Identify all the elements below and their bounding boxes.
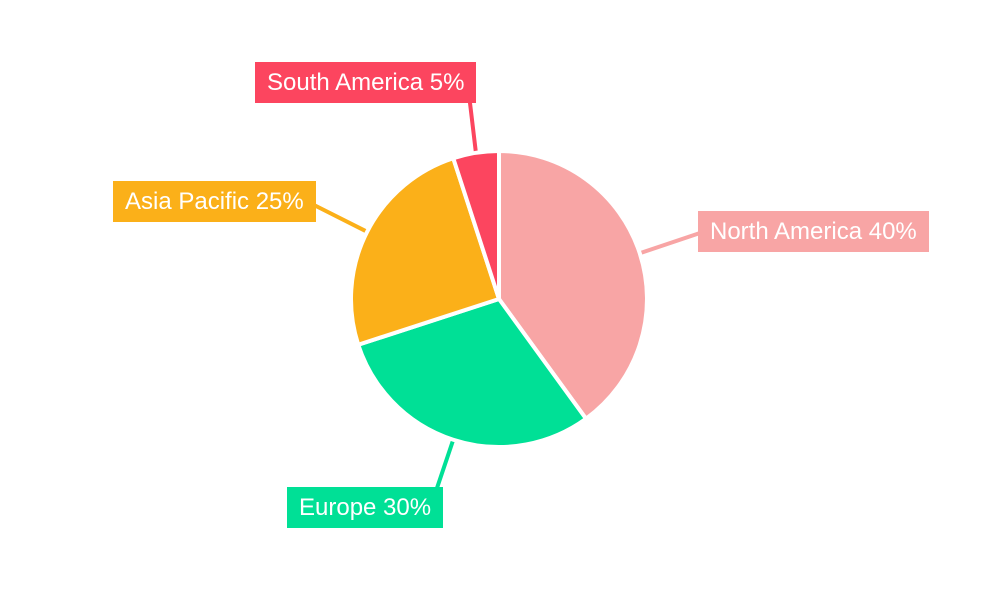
pie-slice-north-america[interactable] (497, 149, 649, 421)
label-line-asia-pacific (310, 202, 371, 235)
label-line-south-america (468, 101, 479, 157)
slice-label-europe: Europe 30% (287, 487, 444, 528)
pie-slice-asia-pacific[interactable] (349, 156, 501, 347)
slice-label-north-america: North America 40% (698, 211, 929, 252)
slice-label-asia-pacific: Asia Pacific 25% (113, 181, 316, 222)
pie-slice-south-america[interactable] (451, 149, 501, 301)
label-line-north-america (635, 231, 702, 256)
slice-label-south-america: South America 5% (255, 62, 477, 103)
label-line-europe (435, 435, 456, 490)
pie-slice-europe[interactable] (356, 297, 588, 449)
